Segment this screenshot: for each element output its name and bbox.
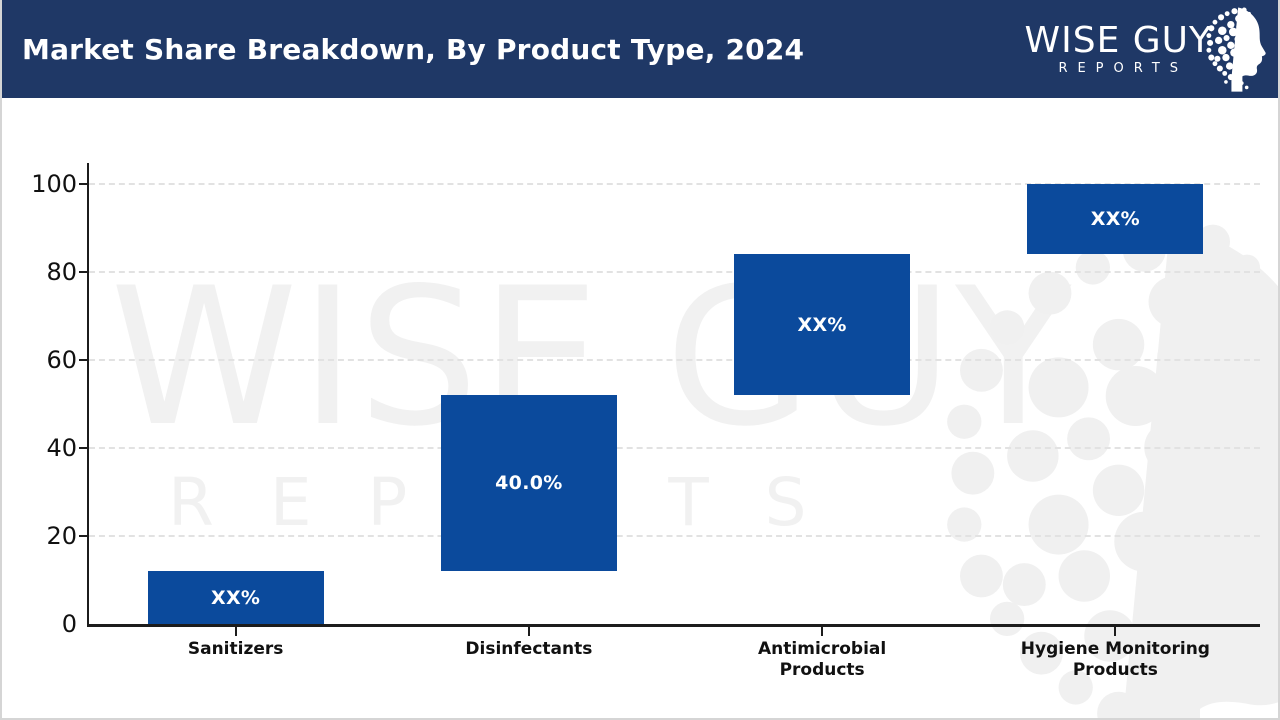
x-axis-tick-mark (527, 627, 530, 636)
gridline-y-100 (89, 183, 1260, 185)
bar-disinfectants: 40.0% (440, 395, 617, 572)
bar-hygiene-monitoring-products: XX% (1027, 184, 1204, 255)
gridline-y-60 (89, 359, 1260, 361)
bar-value-label: XX% (1090, 208, 1140, 231)
x-axis-tick-label: Antimicrobial Products (758, 639, 887, 680)
bar-value-label: XX% (797, 313, 847, 336)
y-axis-tick-mark (79, 447, 87, 449)
y-axis-tick-mark (79, 271, 87, 273)
x-axis-tick-label: Sanitizers (187, 639, 284, 659)
x-axis-tick-mark (1114, 627, 1117, 636)
y-axis-tick-label: 0 (61, 610, 77, 638)
bar-antimicrobial-products: XX% (734, 254, 911, 396)
y-axis-tick-label: 20 (46, 522, 77, 550)
y-axis-tick-mark (79, 359, 87, 361)
x-axis-tick-mark (234, 627, 237, 636)
bar-sanitizers: XX% (147, 571, 324, 624)
y-axis-tick-label: 80 (46, 258, 77, 286)
brand-subtitle: REPORTS (1058, 61, 1189, 76)
brand-name: WISE GUY (1024, 20, 1212, 61)
x-axis-tick-mark (821, 627, 824, 636)
gridline-y-40 (89, 447, 1260, 449)
x-axis-tick-label: Hygiene Monitoring Products (1020, 639, 1210, 680)
chart-title: Market Share Breakdown, By Product Type,… (22, 32, 805, 66)
wise-guy-head-icon (1206, 7, 1266, 92)
gridline-y-80 (89, 271, 1260, 273)
x-axis-tick-label: Disinfectants (465, 639, 593, 659)
brand-logo: WISE GUY REPORTS (1025, 6, 1269, 92)
bar-value-label: XX% (211, 586, 261, 609)
plot-area: 0 20 40 60 80 100 XX% Sanitizers 40.0% Disinfecta… (31, 163, 1260, 680)
y-axis-tick-mark (79, 183, 87, 185)
brand-logo-text: WISE GUY REPORTS (1024, 20, 1213, 77)
y-axis-tick-label: 60 (46, 346, 77, 374)
y-axis-tick-label: 40 (46, 434, 77, 462)
bar-value-label: 40.0% (495, 472, 563, 495)
y-axis-tick-label: 100 (31, 170, 77, 198)
header-bar: Market Share Breakdown, By Product Type,… (2, 0, 1278, 98)
y-axis-tick-mark (79, 535, 87, 537)
gridline-y-20 (89, 535, 1260, 537)
